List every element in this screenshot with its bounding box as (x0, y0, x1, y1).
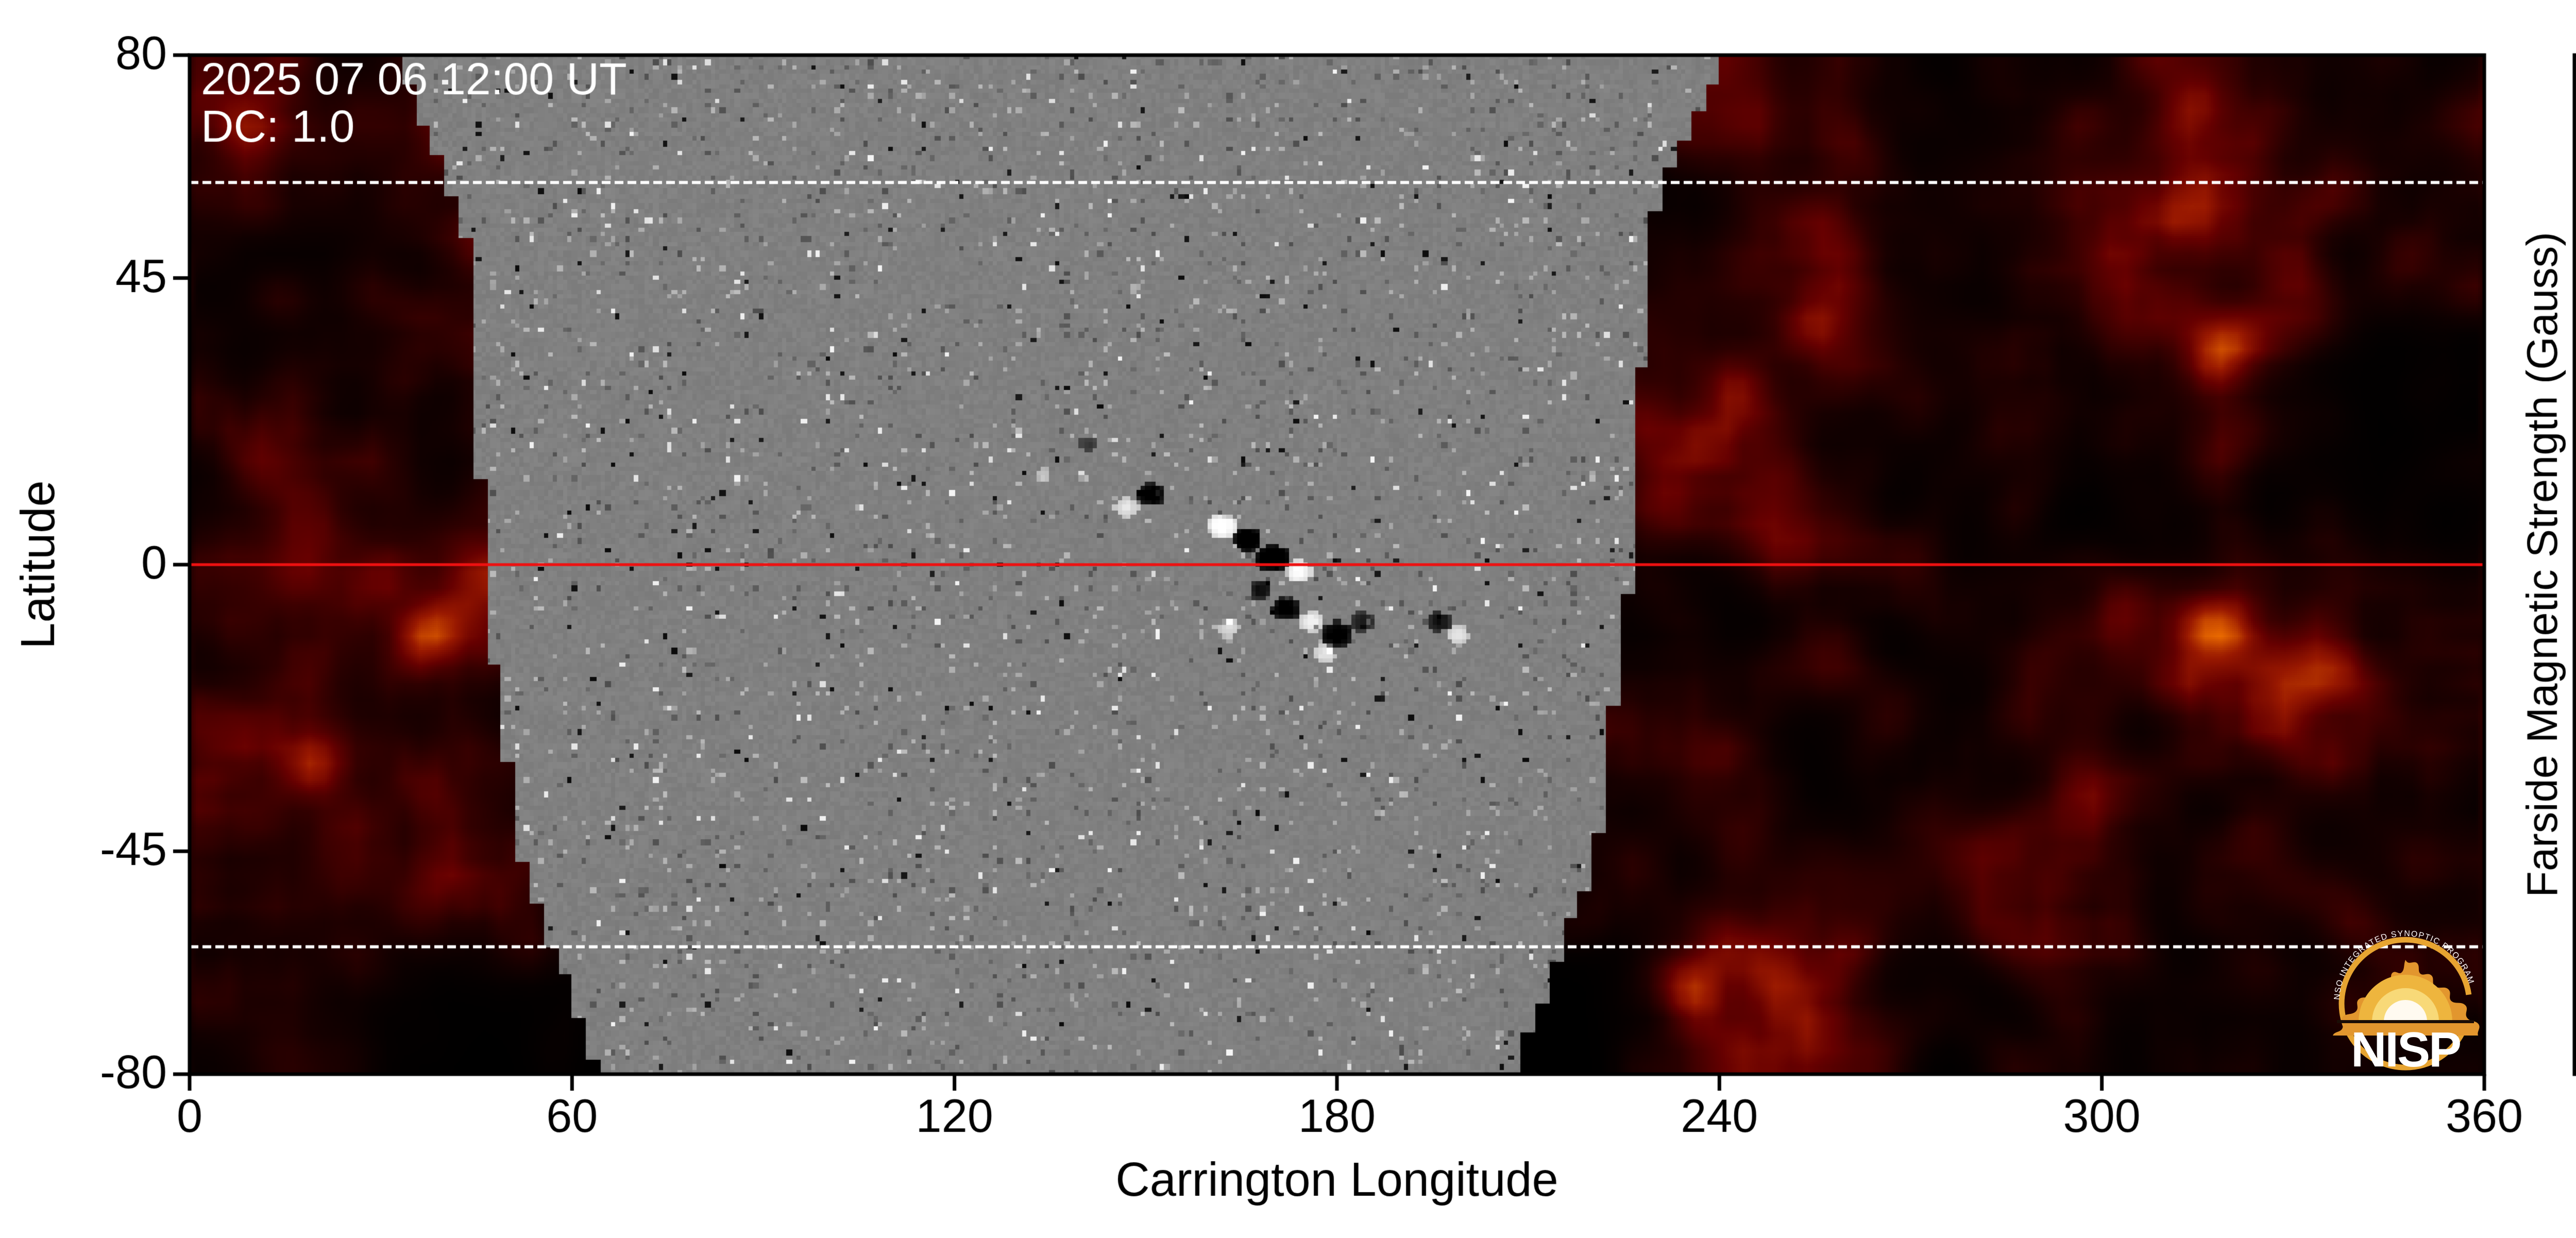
svg-text:NISP: NISP (2351, 1022, 2460, 1072)
